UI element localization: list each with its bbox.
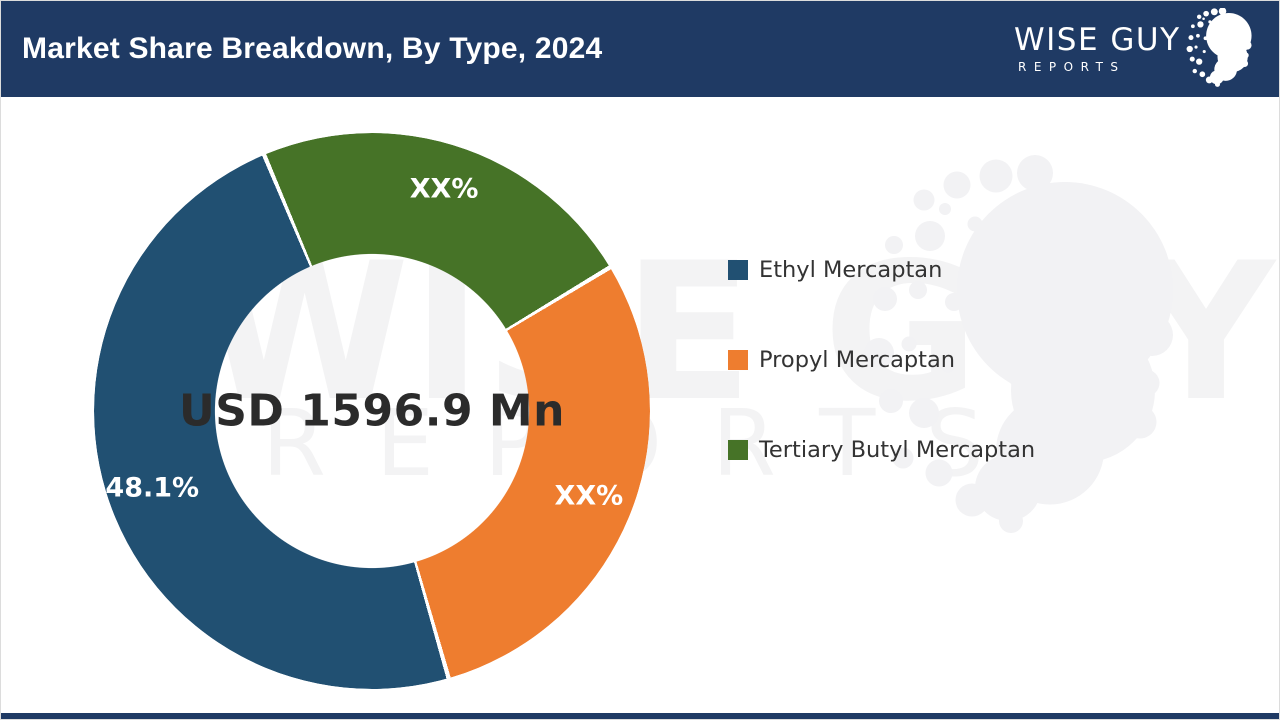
chart-title: Market Share Breakdown, By Type, 2024 <box>22 31 603 65</box>
slice-label-tertiary: XX% <box>409 173 479 205</box>
brand-face-icon <box>1186 8 1252 87</box>
legend-swatch-ethyl <box>728 260 748 280</box>
watermark-face-logo <box>864 155 1173 533</box>
legend-item-tertiary: Tertiary Butyl Mercaptan <box>728 437 1035 463</box>
header-bar: Market Share Breakdown, By Type, 2024 WI… <box>0 0 1280 97</box>
donut-chart: 48.1% XX% XX% USD 1596.9 Mn <box>94 133 650 689</box>
brand-subtitle: REPORTS <box>1018 59 1126 74</box>
slice-label-propyl: XX% <box>554 480 624 512</box>
legend-item-propyl: Propyl Mercaptan <box>728 347 955 373</box>
legend-label-ethyl: Ethyl Mercaptan <box>759 257 943 283</box>
donut-ring <box>94 133 650 689</box>
footer-bar <box>0 713 1280 720</box>
legend-swatch-tertiary <box>728 440 748 460</box>
legend-item-ethyl: Ethyl Mercaptan <box>728 257 942 283</box>
slice-label-ethyl: 48.1% <box>105 472 200 504</box>
brand-logo: WISE GUY REPORTS <box>1014 8 1264 90</box>
brand-logo-text: WISE GUY REPORTS <box>1014 24 1181 74</box>
legend-label-tertiary: Tertiary Butyl Mercaptan <box>759 437 1036 463</box>
legend-label-propyl: Propyl Mercaptan <box>759 347 956 373</box>
brand-name: WISE GUY <box>1014 22 1181 59</box>
legend-swatch-propyl <box>728 350 748 370</box>
center-value: USD 1596.9 Mn <box>179 385 565 437</box>
